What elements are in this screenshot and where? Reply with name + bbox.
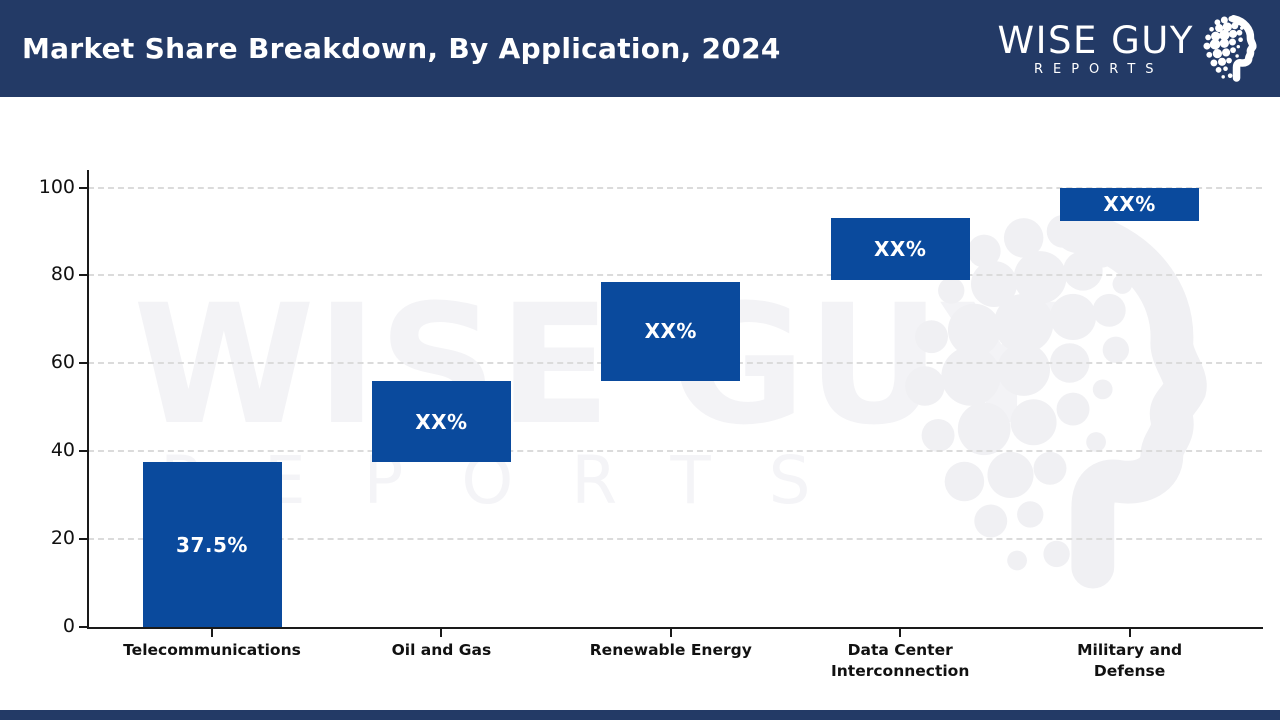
y-tick-label: 80 [50,263,75,286]
gridline [88,274,1262,277]
y-tick-label: 100 [38,175,75,198]
x-tick-mark [211,629,213,637]
x-axis-line [87,627,1263,629]
logo-wordmark: WISE GUY [997,18,1194,62]
y-tick-mark [79,538,88,541]
y-tick-label: 60 [50,351,75,374]
category-label: Telecommunications [123,641,301,659]
category-label: Renewable Energy [589,641,752,659]
bar-segment: XX% [371,380,511,463]
bar-value-label: XX% [644,319,697,344]
y-tick-label: 0 [62,615,75,637]
bar-segment: XX% [1060,187,1200,221]
x-tick-mark [669,629,672,637]
footer-bar [0,710,1280,720]
x-tick-mark [440,629,443,637]
brand-logo: WISE GUY REPORTS [998,11,1258,87]
bar-segment: 37.5% [142,462,282,627]
logo-face-icon [1200,11,1258,87]
gridline [88,538,1262,541]
x-tick-mark [1128,629,1131,637]
y-tick-mark [79,362,88,365]
gridline [88,186,1262,189]
header-bar: Market Share Breakdown, By Application, … [0,0,1280,97]
category-label: Military and Defense [1077,641,1183,680]
y-tick-mark [79,186,88,189]
chart-title: Market Share Breakdown, By Application, … [22,32,781,65]
gridline [88,450,1262,453]
y-tick-mark [79,274,88,277]
watermark-wordmark: WISE GUY [133,269,1063,461]
y-tick-mark [79,626,88,628]
logo-subtitle: REPORTS [1033,61,1164,77]
bar-segment: XX% [601,282,741,381]
y-tick-label: 40 [50,439,75,462]
x-tick-mark [899,629,902,637]
bar-value-label: XX% [415,409,468,434]
category-label: Oil and Gas [391,641,492,659]
bar-value-label: XX% [873,237,927,262]
bar-segment: XX% [830,218,970,280]
y-tick-label: 20 [50,527,75,550]
y-tick-mark [79,450,88,453]
y-axis-line [87,170,89,629]
bar-value-label: XX% [1103,192,1156,217]
category-label: Data Center Interconnection [830,641,970,680]
bar-value-label: 37.5% [176,532,248,557]
